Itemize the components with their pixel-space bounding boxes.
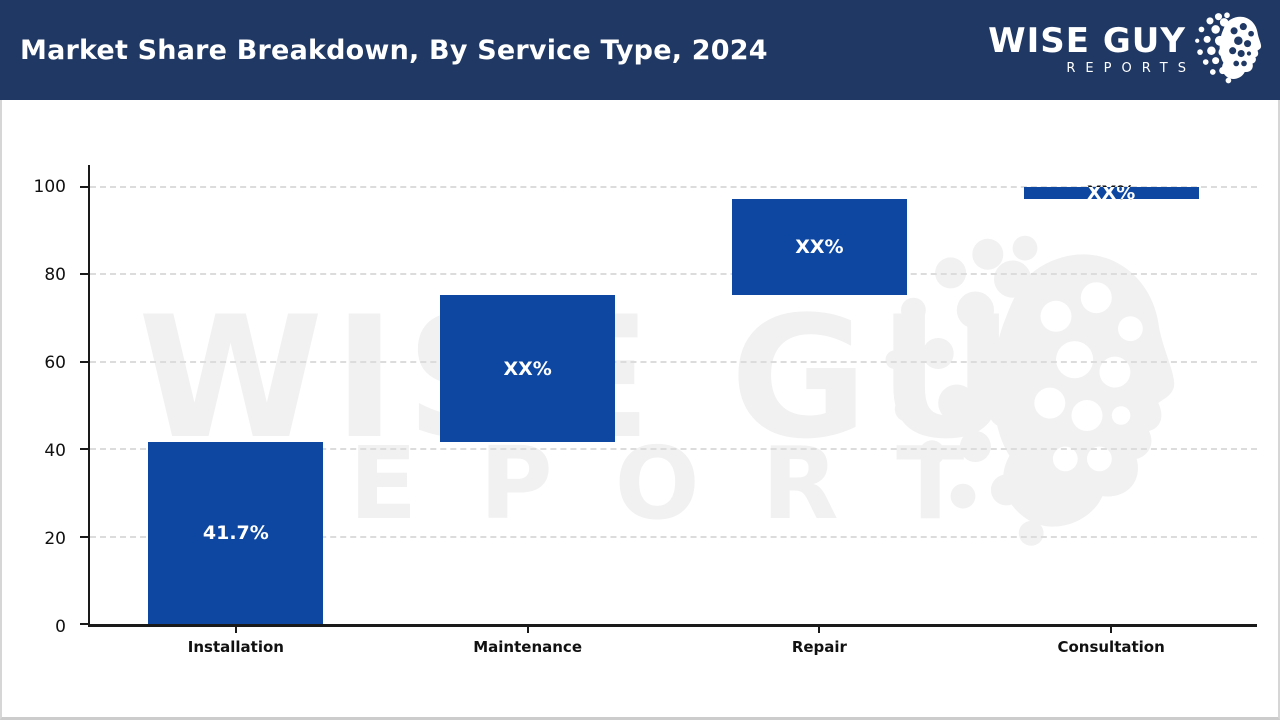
brand-face-icon <box>1195 12 1262 84</box>
bar-column-maintenance: XX% XX% Maintenance <box>382 165 674 656</box>
bar-consultation: XX% <box>1023 186 1199 199</box>
x-tick-mark <box>526 625 529 633</box>
brand-logo-text: WISE GUY REPORTS <box>988 21 1186 75</box>
bar-maintenance: XX% <box>440 295 616 442</box>
y-tick-label: 0 <box>55 617 66 637</box>
y-tick-mark <box>80 185 88 188</box>
x-axis-label-consultation: Consultation <box>1057 638 1165 656</box>
watermark-brand-subname: REPORTS <box>210 425 1161 542</box>
bar-column-repair: XX% XX% Repair <box>674 165 966 656</box>
x-axis-label-installation: Installation <box>187 638 284 656</box>
x-axis-label-maintenance: Maintenance <box>473 638 583 656</box>
y-tick-mark <box>80 623 88 625</box>
bar-column-installation: 41.7% 41.7% Installation <box>90 165 382 656</box>
bar-value-label: XX% <box>795 235 844 258</box>
y-tick-mark <box>80 448 88 451</box>
gridline <box>90 185 1257 188</box>
gridline <box>90 273 1257 276</box>
brand-name: WISE GUY <box>988 21 1186 62</box>
page-title: Market Share Breakdown, By Service Type,… <box>20 34 768 66</box>
y-tick-mark <box>80 360 88 363</box>
x-tick-mark <box>818 625 821 633</box>
gridline <box>90 360 1257 363</box>
y-tick-mark <box>80 535 88 538</box>
bar-column-consultation: XX% XX% Consultation <box>965 165 1257 656</box>
bar-value-label: XX% <box>503 357 552 380</box>
y-tick-mark <box>80 273 88 276</box>
y-axis: 0 20 40 60 80 100 <box>0 165 80 637</box>
gridline <box>90 448 1257 451</box>
x-tick-mark <box>234 625 237 633</box>
y-tick-label: 80 <box>44 265 66 285</box>
brand-logo: WISE GUY REPORTS <box>988 0 1264 100</box>
bar-value-label: 41.7% <box>202 521 269 544</box>
x-tick-mark <box>1110 625 1113 633</box>
plot-area: 41.7% 41.7% Installation XX% XX% Mainten… <box>80 165 1257 656</box>
y-tick-label: 20 <box>44 529 66 549</box>
gridline <box>90 535 1257 538</box>
brand-subname: REPORTS <box>1066 60 1196 76</box>
y-tick-label: 100 <box>33 177 66 197</box>
y-tick-label: 60 <box>44 353 66 373</box>
watermark-face-icon <box>885 235 1175 546</box>
x-axis-label-repair: Repair <box>791 638 847 656</box>
y-tick-label: 40 <box>44 441 66 461</box>
bar-value-label: XX% <box>1086 186 1136 199</box>
bar-repair: XX% <box>731 198 907 296</box>
header: Market Share Breakdown, By Service Type,… <box>0 0 1280 100</box>
bar-installation: 41.7% <box>148 441 324 624</box>
